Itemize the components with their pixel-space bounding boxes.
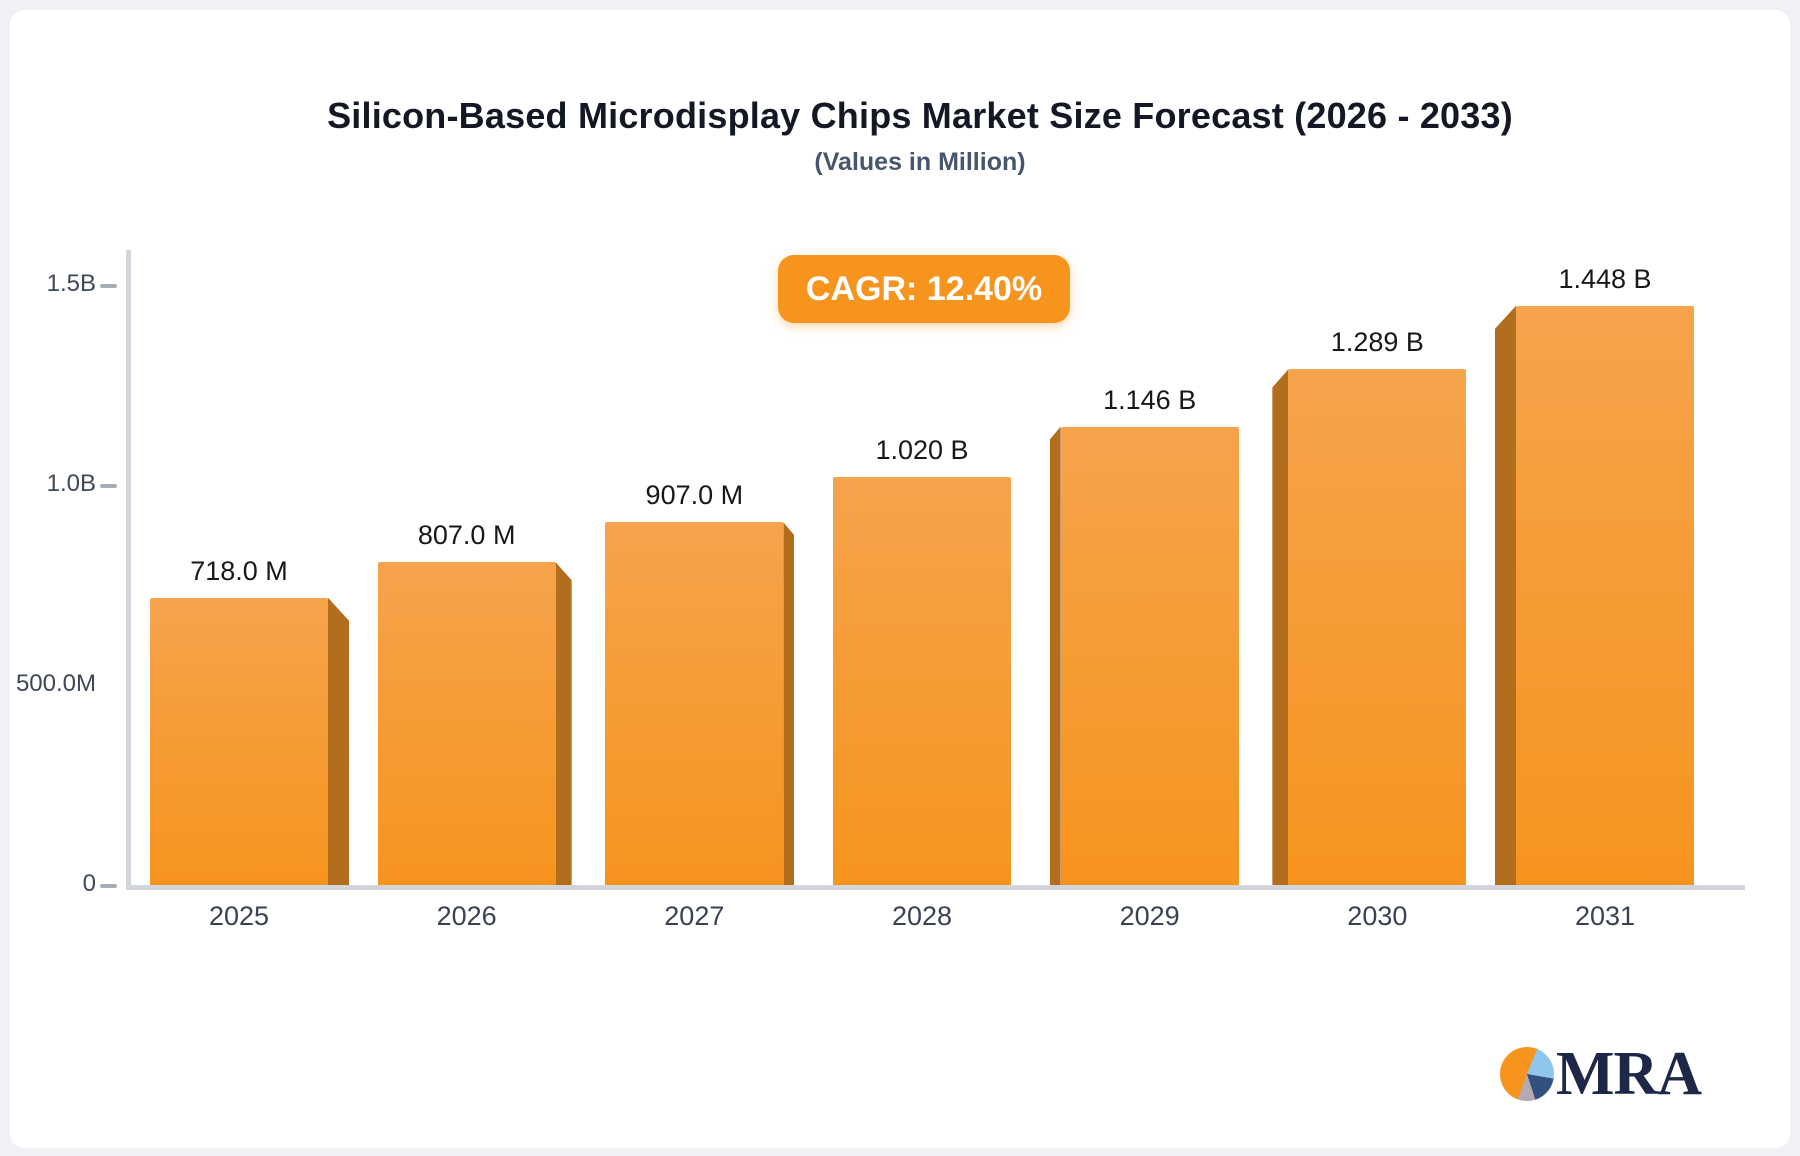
bar-value-label: 1.448 B — [1558, 263, 1652, 294]
bar — [833, 477, 1011, 885]
brand-logo-text: MRA — [1556, 1040, 1702, 1108]
y-axis-tick-label: 1.0B — [46, 470, 96, 497]
y-axis-line — [126, 250, 131, 890]
bar-side-face — [328, 597, 349, 885]
x-axis-label: 2030 — [1347, 901, 1408, 931]
x-axis-label: 2028 — [891, 901, 953, 931]
y-axis-tick-label: 0 — [82, 870, 96, 897]
chart-title: Silicon-Based Microdisplay Chips Market … — [327, 95, 1513, 136]
bar-value-label: 718.0 M — [190, 555, 288, 586]
x-axis-line — [126, 885, 1745, 890]
bar-value-label: 1.146 B — [1103, 384, 1197, 415]
bar — [150, 597, 328, 885]
x-axis-label: 2027 — [664, 901, 725, 931]
pie-chart-logo-icon — [1500, 1047, 1554, 1101]
bar-side-face — [783, 522, 795, 885]
bar-side-face — [1049, 426, 1061, 885]
bar-value-label: 807.0 M — [417, 520, 516, 551]
x-axis-label: 2026 — [436, 901, 497, 931]
bar-side-face — [1495, 305, 1517, 885]
bar-side-face — [555, 562, 572, 885]
y-axis-tick-label: 1.5B — [46, 270, 96, 297]
y-axis-tick-dash — [100, 884, 117, 888]
x-axis-label: 2031 — [1574, 901, 1636, 931]
bar — [1288, 369, 1467, 885]
bar — [605, 522, 784, 885]
bar-value-label: 1.020 B — [875, 435, 969, 465]
x-axis-label: 2025 — [208, 901, 270, 931]
bar-side-face — [1272, 369, 1289, 885]
brand-logo: MRA — [1500, 1036, 1760, 1112]
bar — [1516, 305, 1695, 885]
y-axis-tick-label: 500.0M — [15, 670, 96, 697]
cagr-badge: CAGR: 12.40% — [778, 255, 1070, 323]
bar-value-label: 1.289 B — [1330, 327, 1424, 358]
bar — [377, 562, 556, 885]
y-axis-tick-dash — [100, 484, 117, 488]
chart-subtitle: (Values in Million) — [814, 148, 1026, 176]
bar — [1060, 426, 1239, 885]
y-axis-tick-dash — [100, 284, 117, 288]
x-axis-label: 2029 — [1119, 901, 1180, 931]
bar-value-label: 907.0 M — [645, 480, 744, 511]
